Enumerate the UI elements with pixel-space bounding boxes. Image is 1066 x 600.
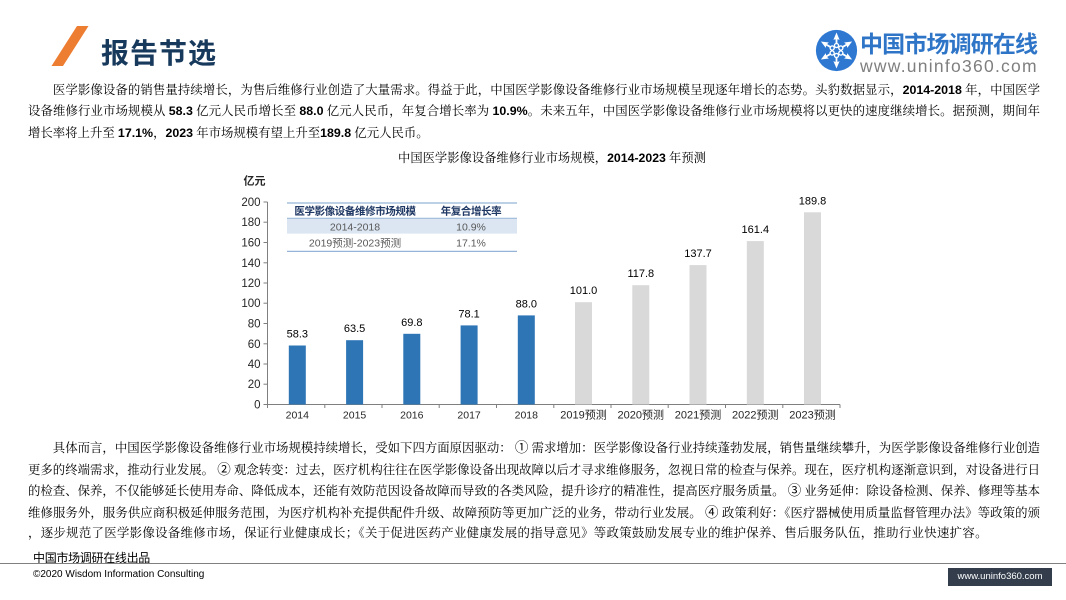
svg-text:161.4: 161.4: [742, 224, 770, 236]
svg-text:亿元: 亿元: [244, 173, 266, 189]
svg-text:60: 60: [248, 339, 261, 351]
svg-text:2019预测: 2019预测: [560, 407, 606, 423]
svg-text:2019预测-2023预测: 2019预测-2023预测: [309, 236, 401, 251]
svg-text:88.0: 88.0: [516, 298, 537, 310]
svg-text:40: 40: [248, 359, 261, 371]
svg-text:120: 120: [241, 278, 260, 290]
svg-text:20: 20: [248, 379, 261, 391]
svg-text:80: 80: [248, 319, 261, 331]
svg-text:180: 180: [241, 217, 260, 229]
svg-text:189.8: 189.8: [799, 195, 827, 207]
svg-text:2015: 2015: [343, 410, 367, 422]
svg-text:2022预测: 2022预测: [732, 407, 778, 423]
svg-text:140: 140: [241, 258, 260, 270]
svg-text:17.1%: 17.1%: [456, 238, 486, 250]
svg-text:2014-2018: 2014-2018: [330, 221, 380, 233]
svg-text:160: 160: [241, 238, 260, 250]
svg-text:117.8: 117.8: [627, 268, 654, 280]
svg-text:2020预测: 2020预测: [618, 407, 664, 423]
svg-text:200: 200: [241, 197, 260, 209]
svg-text:2014: 2014: [286, 410, 310, 422]
svg-text:2023预测: 2023预测: [789, 407, 835, 423]
svg-text:101.0: 101.0: [570, 285, 598, 297]
svg-text:58.3: 58.3: [287, 329, 308, 341]
svg-text:年复合增长率: 年复合增长率: [441, 204, 502, 219]
svg-text:137.7: 137.7: [684, 248, 712, 260]
svg-text:0: 0: [254, 400, 260, 412]
svg-text:2021预测: 2021预测: [675, 407, 721, 423]
svg-text:2016: 2016: [400, 410, 424, 422]
svg-text:10.9%: 10.9%: [456, 221, 486, 233]
svg-text:63.5: 63.5: [344, 323, 365, 335]
svg-text:78.1: 78.1: [458, 308, 479, 320]
svg-text:2017: 2017: [457, 410, 481, 422]
svg-text:2018: 2018: [515, 410, 539, 422]
svg-text:医学影像设备维修市场规模: 医学影像设备维修市场规模: [294, 204, 416, 219]
svg-text:69.8: 69.8: [401, 317, 422, 329]
svg-text:100: 100: [241, 298, 260, 310]
